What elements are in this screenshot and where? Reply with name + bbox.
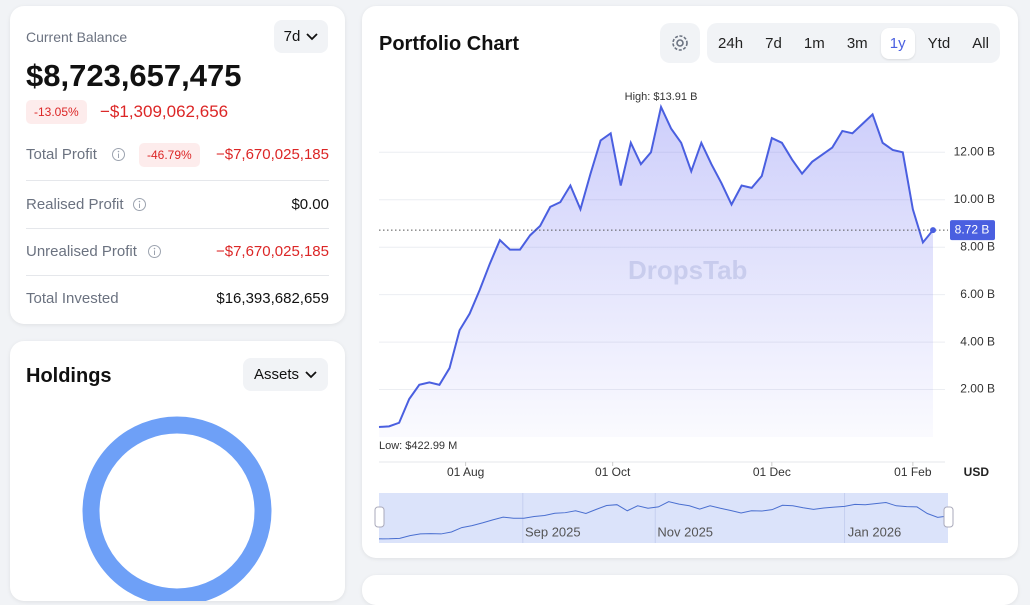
range-button[interactable]: 7d xyxy=(765,34,782,52)
chevron xyxy=(306,32,318,40)
range-button[interactable]: All xyxy=(972,34,989,52)
info-icon[interactable] xyxy=(111,147,126,162)
navigator-bg xyxy=(379,493,948,543)
y-tick-label: 2.00 B xyxy=(960,382,995,396)
y-tick-label: 8.00 B xyxy=(960,239,995,253)
row-value: $16,393,682,659 xyxy=(216,290,329,307)
high-label: High: $13.91 B xyxy=(625,91,698,103)
y-tick-label: 10.00 B xyxy=(954,192,995,206)
line xyxy=(378,103,934,428)
info-icon[interactable] xyxy=(147,244,162,259)
row-value: −$7,670,025,185 xyxy=(215,243,329,260)
row-value: −$7,670,025,185 xyxy=(215,146,329,163)
last-label: 8.72 B xyxy=(955,222,990,236)
low-label: Low: $422.99 M xyxy=(379,440,457,452)
page: Current Balance 7d $8,723,657,475 -13.05… xyxy=(10,6,1018,605)
y-tick-label: 6.00 B xyxy=(960,287,995,301)
row-pct: -46.79% xyxy=(139,143,200,167)
gear-icon xyxy=(672,35,688,51)
range-button[interactable]: Ytd xyxy=(927,34,951,52)
row-label: Total Invested xyxy=(26,290,119,307)
info-icon[interactable] xyxy=(132,197,147,212)
portfolio-title: Portfolio Chart xyxy=(379,33,519,55)
change: −$1,309,062,656 xyxy=(100,102,229,121)
x-tick-label: 01 Feb xyxy=(894,465,932,479)
navigator-handle[interactable] xyxy=(374,506,385,528)
balance: $8,723,657,475 xyxy=(26,58,242,93)
currency: USD xyxy=(964,465,990,479)
filter-dropdown[interactable]: Assets xyxy=(243,358,328,391)
last-point xyxy=(930,227,936,234)
filter-label: Assets xyxy=(253,366,299,383)
balance-title: Current Balance xyxy=(26,29,128,45)
range-button[interactable]: 1m xyxy=(803,34,825,52)
x-tick-label: 01 Dec xyxy=(753,465,791,479)
x-tick-label: 01 Aug xyxy=(447,465,484,479)
row-label: Unrealised Profit xyxy=(26,243,137,260)
separator xyxy=(26,275,329,276)
portfolio-chart: DropsTab2.00 B4.00 B6.00 B8.00 B10.00 B1… xyxy=(374,91,995,543)
y-tick-label: 12.00 B xyxy=(954,144,995,158)
x-tick-label: 01 Oct xyxy=(595,465,631,479)
row-label: Realised Profit xyxy=(26,196,124,213)
change-pct: -13.05% xyxy=(26,100,87,124)
navigator-label: Sep 2025 xyxy=(525,524,581,539)
chevron xyxy=(305,370,317,378)
navigator-handle[interactable] xyxy=(943,506,954,528)
last-badge xyxy=(950,220,995,241)
navigator-label: Nov 2025 xyxy=(657,524,713,539)
navigator-label: Jan 2026 xyxy=(848,524,902,539)
holdings-title: Holdings xyxy=(26,365,112,387)
separator xyxy=(26,180,329,181)
range-selector: 24h 7d 1m 3m 1y Ytd All xyxy=(707,23,1000,63)
y-tick-label: 4.00 B xyxy=(960,334,995,348)
balance-card: Current Balance 7d $8,723,657,475 -13.05… xyxy=(10,6,345,324)
row-value: $0.00 xyxy=(291,196,329,213)
range-button[interactable]: 3m xyxy=(846,34,868,52)
range-button[interactable]: 24h xyxy=(718,34,744,52)
holdings-card: Holdings Assets xyxy=(10,341,345,601)
navigator-line xyxy=(378,501,949,540)
range-button[interactable]: 1y xyxy=(880,27,915,59)
area-fill xyxy=(379,106,933,437)
settings-button[interactable] xyxy=(660,23,700,63)
period-dropdown[interactable]: 7d xyxy=(274,20,328,53)
row-label: Total Profit xyxy=(26,146,97,163)
period-label: 7d xyxy=(283,28,301,45)
separator xyxy=(26,228,329,229)
